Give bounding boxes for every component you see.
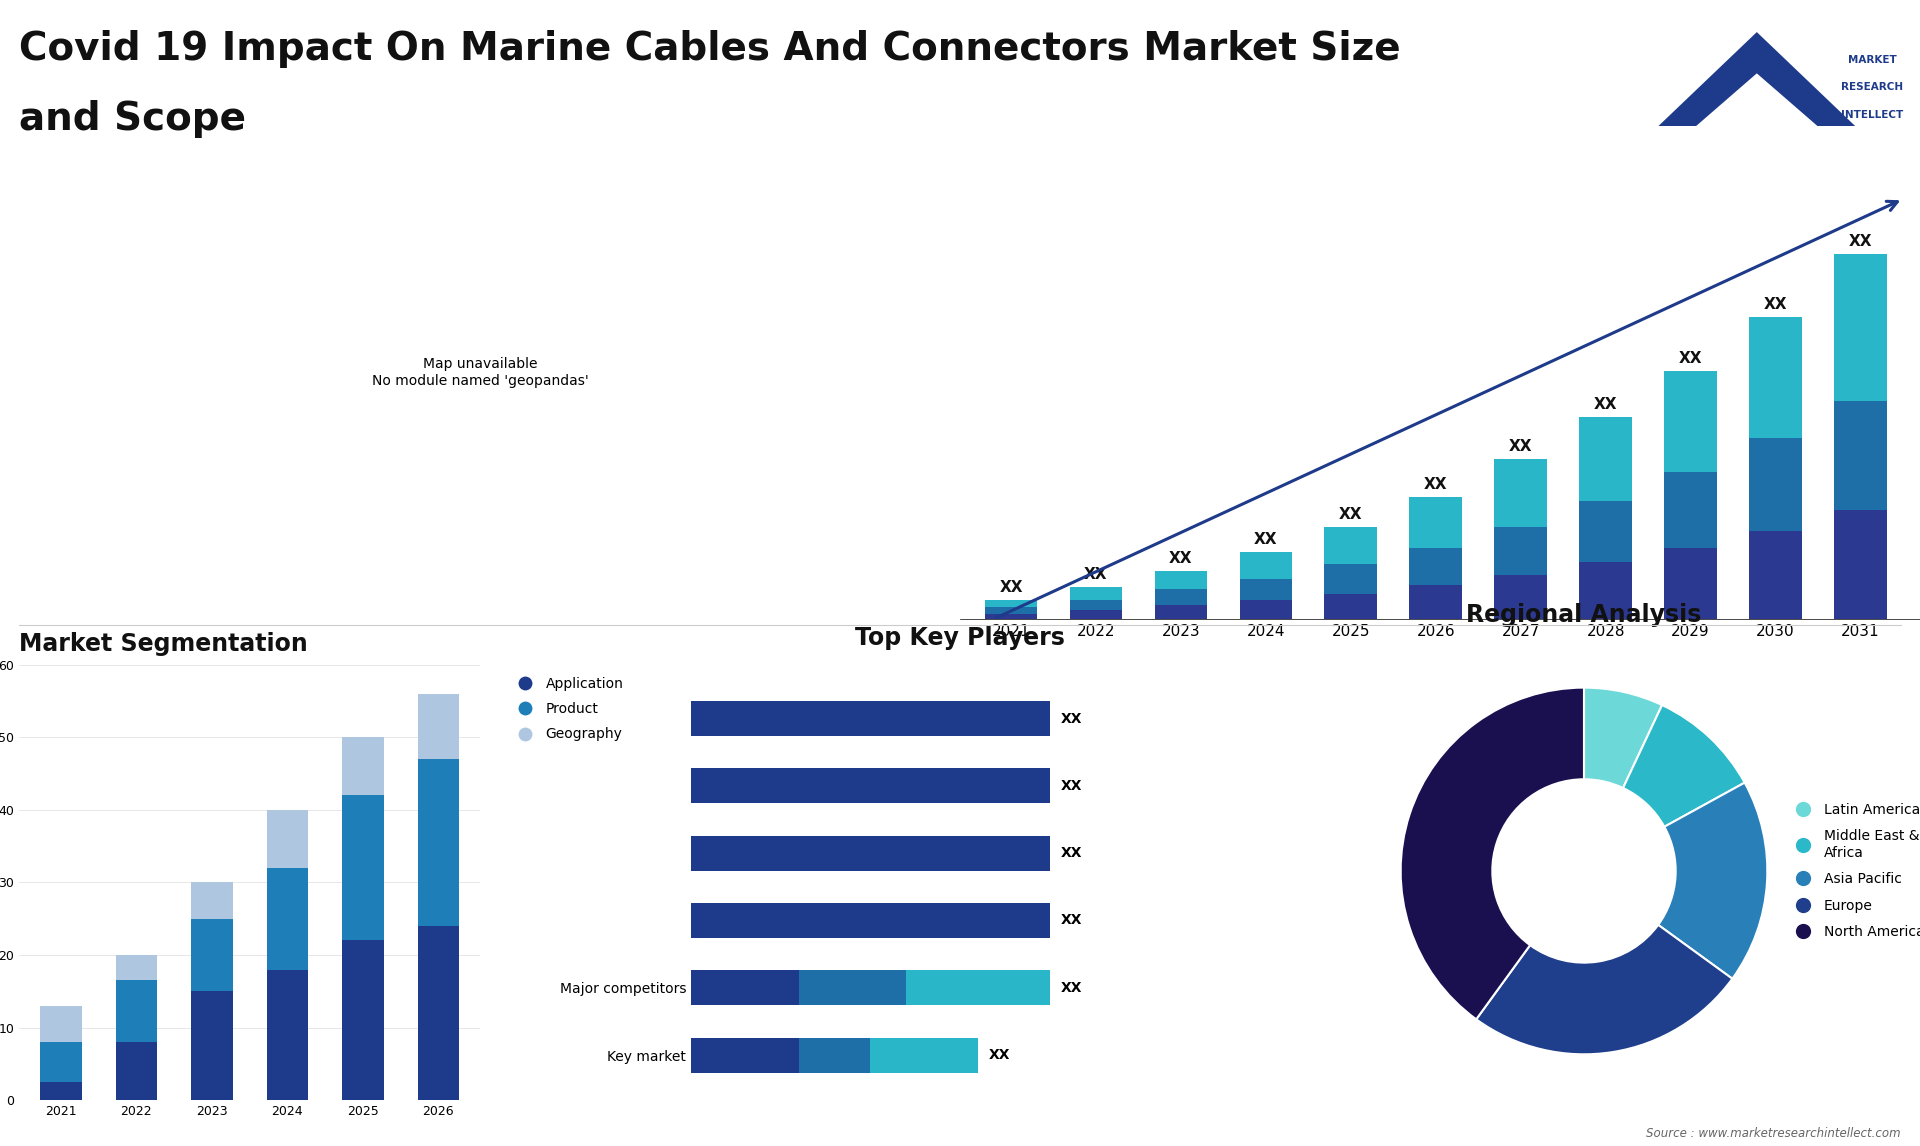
Bar (115, 981, 157, 1042)
Bar (1665, 548, 1716, 619)
Legend: Latin America, Middle East &
Africa, Asia Pacific, Europe, North America: Latin America, Middle East & Africa, Asi… (1784, 798, 1920, 944)
Bar (691, 971, 799, 1005)
Bar (985, 614, 1037, 619)
Bar (192, 882, 232, 919)
Bar (1834, 401, 1887, 510)
Text: XX: XX (1060, 846, 1081, 861)
Wedge shape (1659, 783, 1766, 979)
Bar (192, 991, 232, 1100)
Bar (691, 903, 1050, 937)
Bar (799, 971, 906, 1005)
Text: INTELLECT: INTELLECT (1841, 110, 1903, 119)
Bar (1325, 526, 1377, 564)
Bar (40, 1042, 83, 1082)
Bar (1154, 589, 1208, 605)
Bar (691, 1037, 799, 1073)
Wedge shape (1622, 705, 1745, 826)
Text: XX: XX (1425, 477, 1448, 492)
Polygon shape (1693, 73, 1820, 128)
Bar (1494, 575, 1548, 619)
Text: Covid 19 Impact On Marine Cables And Connectors Market Size: Covid 19 Impact On Marine Cables And Con… (19, 31, 1402, 69)
Text: XX: XX (1509, 439, 1532, 454)
Bar (1665, 472, 1716, 548)
Bar (115, 1042, 157, 1100)
Bar (1069, 588, 1123, 601)
Text: XX: XX (1678, 352, 1703, 367)
Wedge shape (1584, 688, 1663, 788)
Text: XX: XX (989, 1049, 1010, 1062)
Bar (1069, 601, 1123, 611)
Text: MARKET: MARKET (1847, 55, 1897, 64)
Bar (985, 607, 1037, 614)
Text: XX: XX (1254, 532, 1277, 547)
Bar (1154, 605, 1208, 619)
Text: XX: XX (1085, 567, 1108, 582)
Bar (1409, 497, 1463, 548)
Text: RESEARCH: RESEARCH (1841, 83, 1903, 92)
Bar (1749, 439, 1801, 531)
Text: XX: XX (1764, 297, 1788, 312)
Wedge shape (1402, 688, 1584, 1019)
Bar (1069, 611, 1123, 619)
Bar (267, 970, 307, 1100)
Bar (1494, 460, 1548, 526)
Bar (342, 795, 384, 941)
Bar (1494, 526, 1548, 575)
Bar (870, 1037, 977, 1073)
Text: XX: XX (998, 580, 1023, 595)
Bar (1749, 531, 1801, 619)
Bar (799, 1037, 870, 1073)
Bar (691, 768, 1050, 803)
Bar (342, 737, 384, 795)
Bar (40, 1082, 83, 1100)
Text: Source : www.marketresearchintellect.com: Source : www.marketresearchintellect.com (1645, 1128, 1901, 1140)
Bar (1240, 579, 1292, 601)
Text: XX: XX (1060, 981, 1081, 995)
Bar (985, 601, 1037, 607)
Bar (1240, 551, 1292, 579)
Bar (1325, 564, 1377, 594)
Bar (267, 868, 307, 970)
Text: XX: XX (1594, 398, 1617, 413)
Bar (342, 941, 384, 1100)
Bar (1665, 371, 1716, 472)
Bar (906, 971, 1050, 1005)
Text: and Scope: and Scope (19, 100, 246, 138)
Bar (1834, 253, 1887, 401)
Legend: Application, Product, Geography: Application, Product, Geography (505, 672, 630, 747)
Text: XX: XX (1338, 507, 1363, 521)
Bar (40, 1006, 83, 1042)
Bar (1240, 601, 1292, 619)
Bar (1580, 501, 1632, 563)
Text: XX: XX (1060, 712, 1081, 725)
Text: XX: XX (1060, 913, 1081, 927)
Text: XX: XX (1849, 234, 1872, 249)
Bar (267, 810, 307, 868)
Title: Top Key Players: Top Key Players (854, 626, 1066, 650)
Text: XX: XX (1169, 550, 1192, 566)
Bar (1409, 548, 1463, 586)
Text: Map unavailable
No module named 'geopandas': Map unavailable No module named 'geopand… (372, 358, 588, 387)
Bar (1325, 594, 1377, 619)
Bar (417, 693, 459, 759)
Wedge shape (1476, 925, 1732, 1054)
Text: XX: XX (1060, 779, 1081, 793)
Bar (1580, 563, 1632, 619)
Bar (691, 701, 1050, 736)
Bar (115, 955, 157, 980)
Bar (1154, 571, 1208, 589)
Polygon shape (1655, 32, 1857, 128)
Bar (691, 835, 1050, 871)
Text: Market Segmentation: Market Segmentation (19, 631, 307, 656)
Bar (1749, 316, 1801, 439)
Bar (417, 926, 459, 1100)
Title: Regional Analysis: Regional Analysis (1467, 603, 1701, 627)
Bar (1834, 510, 1887, 619)
Bar (417, 759, 459, 926)
Bar (192, 919, 232, 991)
Bar (1580, 417, 1632, 501)
Bar (1409, 586, 1463, 619)
